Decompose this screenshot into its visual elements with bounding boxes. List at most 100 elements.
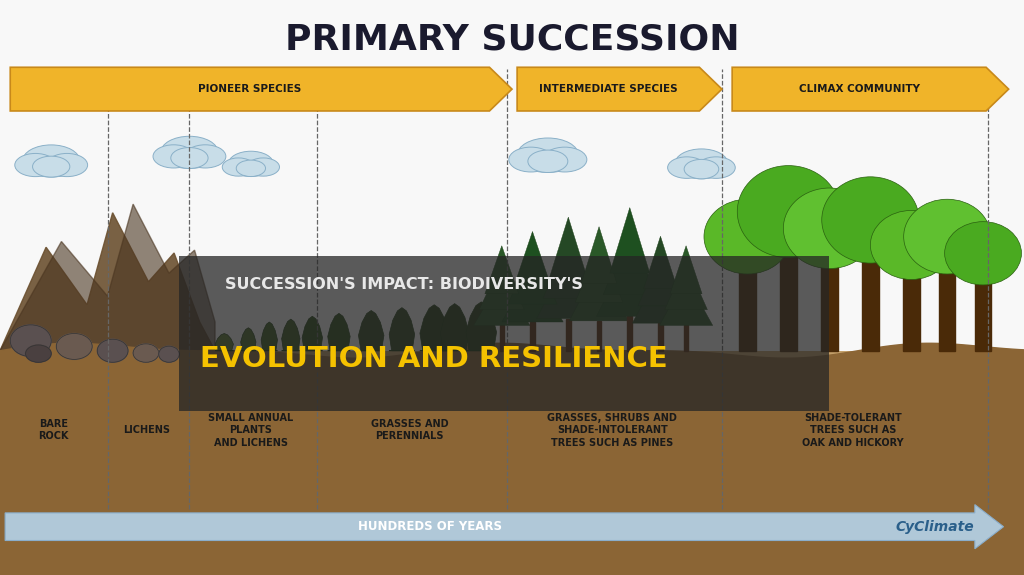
Polygon shape (569, 264, 629, 321)
Polygon shape (514, 232, 551, 286)
Text: PIONEER SPECIES: PIONEER SPECIES (199, 84, 301, 94)
Polygon shape (582, 227, 616, 283)
Polygon shape (328, 313, 350, 351)
Polygon shape (420, 305, 449, 351)
Polygon shape (517, 67, 722, 111)
Ellipse shape (10, 325, 51, 356)
Text: PRIMARY SUCCESSION: PRIMARY SUCCESSION (285, 23, 739, 57)
Text: SUCCESSION'S IMPACT: BIODIVERSITY'S: SUCCESSION'S IMPACT: BIODIVERSITY'S (225, 277, 583, 292)
Ellipse shape (944, 222, 1021, 285)
Circle shape (153, 145, 195, 168)
Polygon shape (659, 277, 713, 325)
Text: HUNDREDS OF YEARS: HUNDREDS OF YEARS (358, 520, 502, 533)
Polygon shape (596, 251, 664, 316)
Ellipse shape (705, 200, 791, 274)
Circle shape (14, 154, 56, 177)
Polygon shape (739, 270, 756, 351)
Circle shape (517, 138, 579, 172)
Circle shape (237, 160, 265, 177)
Polygon shape (665, 262, 708, 309)
Bar (179, 256, 829, 411)
Circle shape (161, 136, 218, 168)
Polygon shape (903, 276, 920, 351)
Circle shape (46, 154, 88, 177)
Polygon shape (939, 270, 955, 351)
Polygon shape (603, 229, 656, 294)
Circle shape (509, 147, 553, 172)
Polygon shape (610, 208, 649, 273)
Polygon shape (658, 323, 663, 351)
Polygon shape (0, 204, 215, 575)
Text: INTERMEDIATE SPECIES: INTERMEDIATE SPECIES (539, 84, 678, 94)
FancyArrow shape (5, 505, 1004, 549)
Ellipse shape (783, 188, 876, 269)
Bar (0, 0, 1024, 351)
Ellipse shape (159, 346, 179, 362)
Bar (0, 351, 1024, 509)
Ellipse shape (26, 345, 51, 362)
Text: EVOLUTION AND RESILIENCE: EVOLUTION AND RESILIENCE (200, 346, 668, 373)
Ellipse shape (97, 339, 128, 362)
Polygon shape (597, 321, 601, 351)
Text: GRASSES AND
PERENNIALS: GRASSES AND PERENNIALS (371, 419, 449, 441)
Polygon shape (530, 322, 535, 351)
Text: GRASSES, SHRUBS AND
SHADE-INTOLERANT
TREES SUCH AS PINES: GRASSES, SHRUBS AND SHADE-INTOLERANT TRE… (548, 413, 677, 447)
Bar (0, 351, 1024, 509)
Circle shape (23, 145, 80, 177)
Ellipse shape (870, 210, 952, 279)
Polygon shape (215, 334, 233, 351)
Polygon shape (485, 246, 518, 294)
Circle shape (697, 157, 735, 178)
Polygon shape (862, 259, 879, 351)
Polygon shape (389, 308, 415, 351)
Text: CLIMAX COMMUNITY: CLIMAX COMMUNITY (799, 84, 920, 94)
Text: SHADE-TOLERANT
TREES SUCH AS
OAK AND HICKORY: SHADE-TOLERANT TREES SUCH AS OAK AND HIC… (802, 413, 904, 447)
Polygon shape (261, 322, 278, 351)
Polygon shape (566, 319, 570, 351)
Polygon shape (282, 319, 300, 351)
Circle shape (33, 156, 70, 177)
Polygon shape (644, 236, 678, 289)
Ellipse shape (737, 166, 840, 258)
Ellipse shape (133, 344, 159, 362)
Circle shape (528, 150, 567, 172)
Polygon shape (633, 271, 688, 323)
Circle shape (543, 147, 587, 172)
Text: BARE
ROCK: BARE ROCK (38, 419, 69, 441)
Circle shape (668, 157, 706, 178)
Ellipse shape (821, 177, 920, 263)
Circle shape (222, 158, 255, 176)
Polygon shape (500, 325, 504, 351)
Bar (0, 457, 1024, 509)
Polygon shape (358, 310, 384, 351)
Polygon shape (575, 246, 623, 302)
Polygon shape (241, 328, 256, 351)
Polygon shape (473, 277, 530, 325)
Polygon shape (732, 67, 1009, 111)
Polygon shape (670, 246, 702, 294)
Polygon shape (684, 325, 688, 351)
Circle shape (247, 158, 280, 176)
Polygon shape (627, 316, 633, 351)
Polygon shape (543, 237, 594, 298)
Polygon shape (537, 258, 600, 319)
Circle shape (171, 148, 208, 168)
Polygon shape (440, 304, 469, 351)
Circle shape (675, 149, 728, 179)
Polygon shape (508, 250, 557, 304)
Polygon shape (638, 254, 683, 306)
Text: SMALL ANNUAL
PLANTS
AND LICHENS: SMALL ANNUAL PLANTS AND LICHENS (208, 413, 294, 447)
Polygon shape (975, 282, 991, 351)
Text: CyClimate: CyClimate (896, 520, 975, 534)
Polygon shape (302, 316, 323, 351)
Polygon shape (466, 302, 497, 351)
Circle shape (684, 159, 719, 179)
Ellipse shape (56, 334, 92, 359)
Polygon shape (549, 217, 588, 278)
Polygon shape (821, 264, 838, 351)
Ellipse shape (904, 200, 991, 274)
Text: LICHENS: LICHENS (123, 425, 170, 435)
Polygon shape (502, 267, 563, 322)
Circle shape (228, 151, 273, 177)
Polygon shape (780, 253, 797, 351)
